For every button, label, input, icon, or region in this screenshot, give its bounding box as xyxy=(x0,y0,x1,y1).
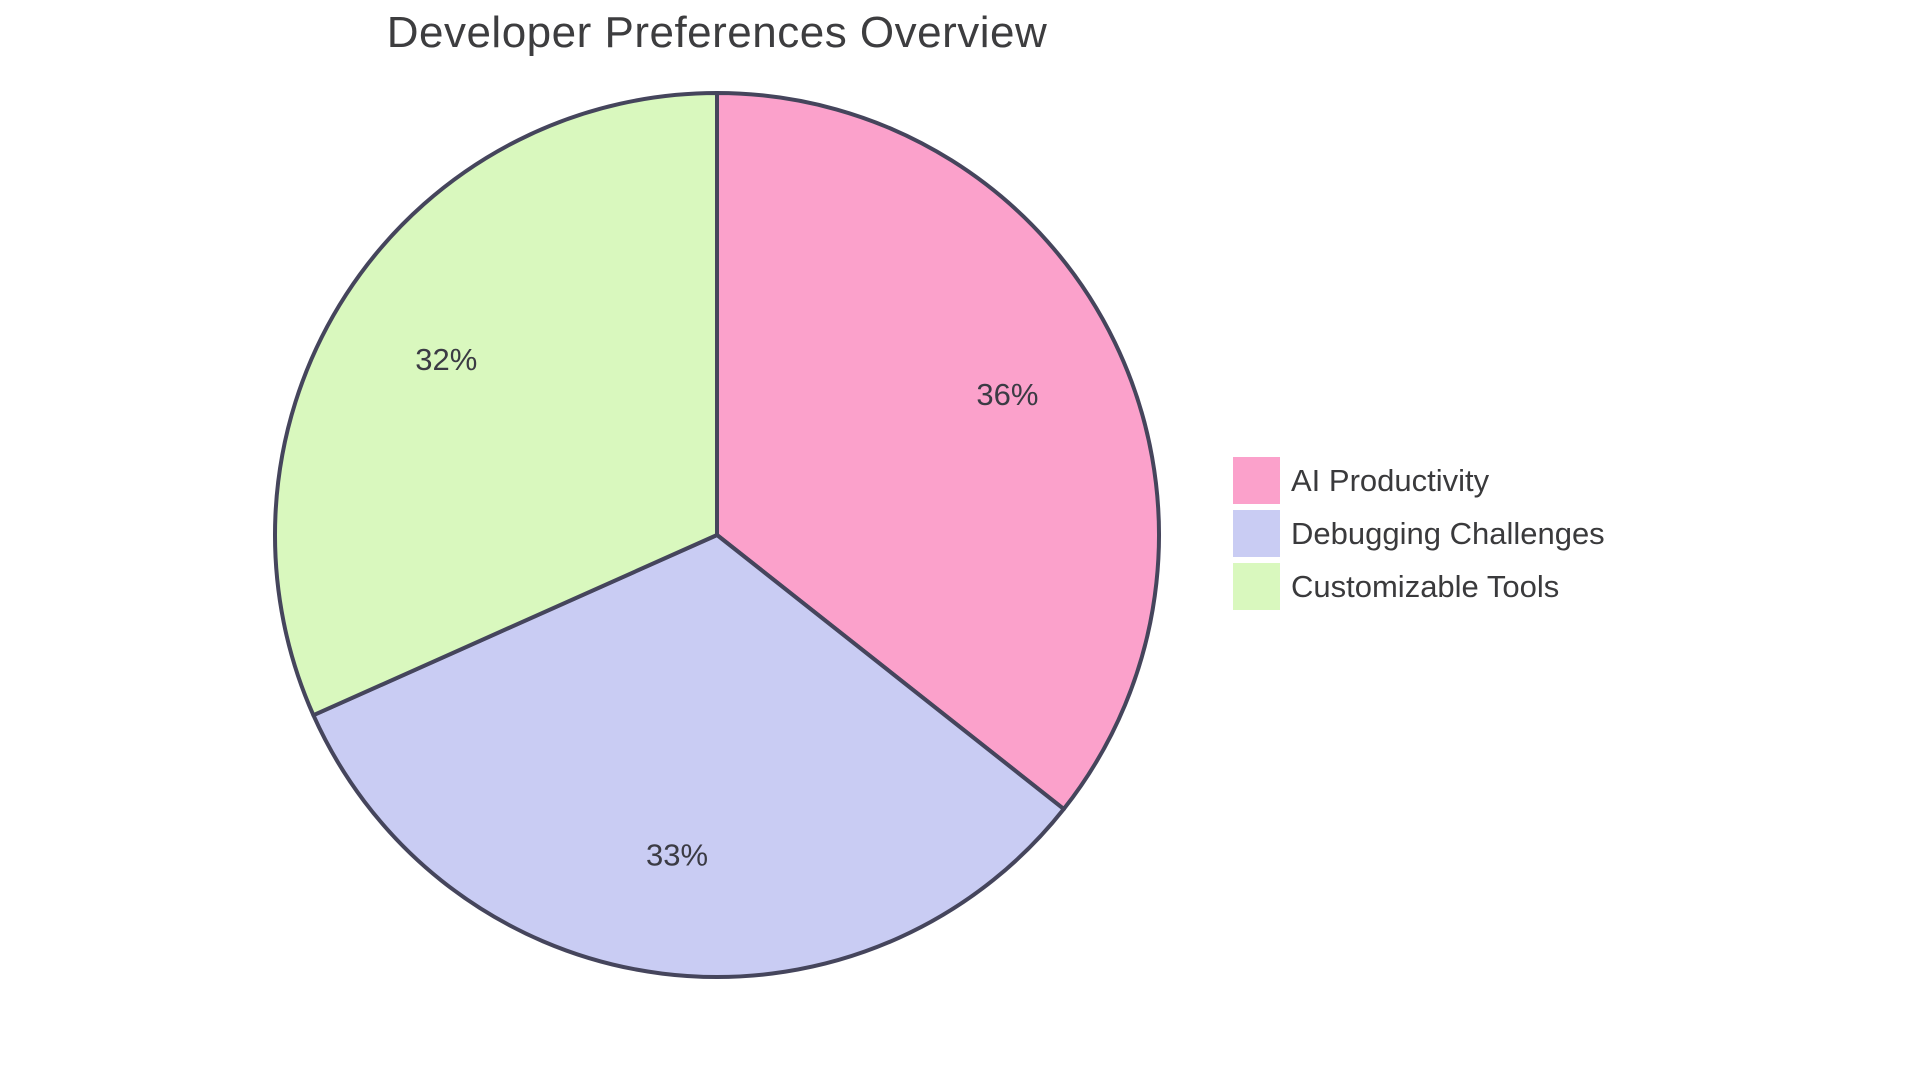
pie-slice-debugging-challenges[interactable] xyxy=(311,533,1066,979)
legend-item-debugging-challenges[interactable]: Debugging Challenges xyxy=(1233,510,1605,557)
pie-slice-ai-productivity[interactable] xyxy=(715,91,1161,812)
legend-label: AI Productivity xyxy=(1291,463,1490,498)
pie-slice-customizable-tools[interactable] xyxy=(273,91,719,718)
chart-title: Developer Preferences Overview xyxy=(386,8,1048,57)
legend-item-ai-productivity[interactable]: AI Productivity xyxy=(1233,457,1605,504)
slice-percentage-label: 36% xyxy=(976,377,1038,412)
slice-percentage-label: 33% xyxy=(646,838,708,873)
legend-swatch-ai-productivity xyxy=(1233,457,1280,504)
legend-label: Debugging Challenges xyxy=(1291,516,1605,551)
legend-item-customizable-tools[interactable]: Customizable Tools xyxy=(1233,563,1605,610)
legend-swatch-customizable-tools xyxy=(1233,563,1280,610)
legend-swatch-debugging-challenges xyxy=(1233,510,1280,557)
legend-label: Customizable Tools xyxy=(1291,569,1560,604)
slice-percentage-label: 32% xyxy=(415,342,477,377)
legend: AI Productivity Debugging Challenges Cus… xyxy=(1233,457,1605,616)
